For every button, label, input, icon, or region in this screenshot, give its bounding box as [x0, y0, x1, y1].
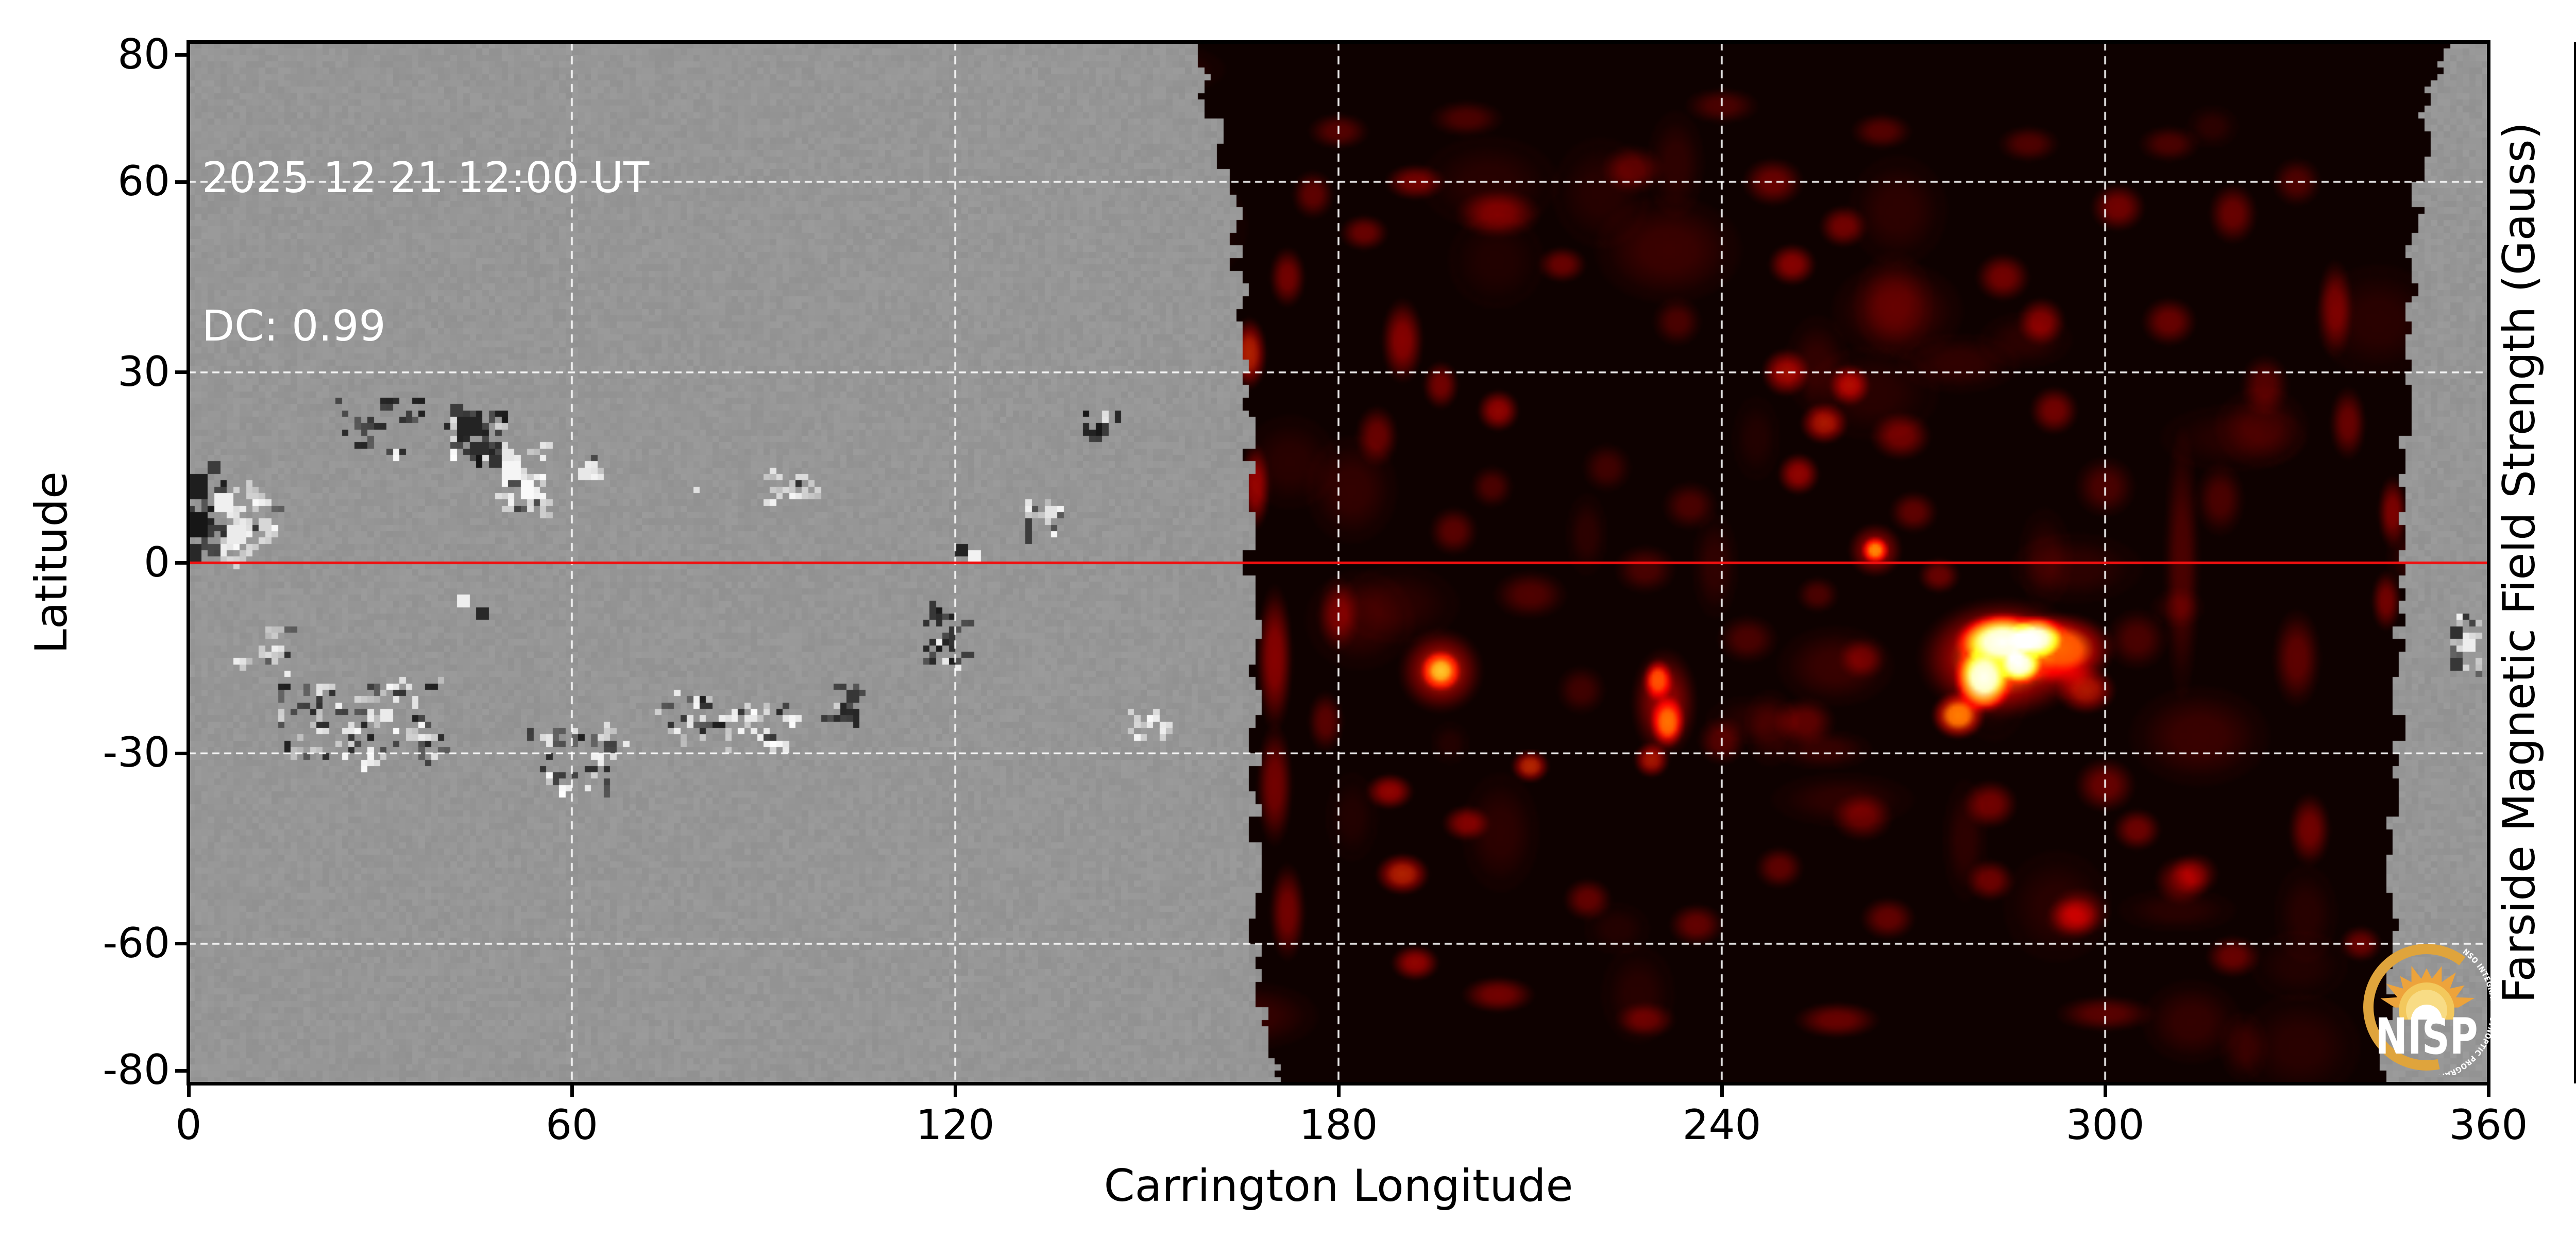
x-tick-label: 300	[2065, 1101, 2145, 1149]
x-tick-label: 0	[175, 1101, 202, 1149]
x-axis-label: Carrington Longitude	[1104, 1160, 1573, 1212]
x-tick-mark	[2103, 1083, 2107, 1097]
duty-cycle-value: DC: 0.99	[202, 302, 386, 351]
observation-annotation: 2025 12 21 12:00 UT DC: 0.99	[202, 55, 649, 450]
observation-datetime: 2025 12 21 12:00 UT	[202, 154, 650, 202]
x-tick-label: 240	[1682, 1101, 1761, 1149]
y-tick-mark	[175, 561, 189, 565]
y-tick-mark	[175, 751, 189, 755]
y-tick-label: -60	[103, 919, 170, 967]
magnetogram-map-canvas	[189, 42, 2488, 1083]
x-tick-label: 120	[916, 1101, 995, 1149]
x-tick-label: 360	[2449, 1101, 2528, 1149]
y-tick-mark	[175, 53, 189, 57]
x-tick-mark	[187, 1083, 191, 1097]
x-tick-mark	[953, 1083, 957, 1097]
y-tick-label: 30	[117, 347, 170, 396]
x-tick-mark	[1336, 1083, 1341, 1097]
x-tick-mark	[2486, 1083, 2490, 1097]
y-tick-mark	[175, 370, 189, 375]
y-tick-label: -30	[103, 728, 170, 777]
farside-colorbar	[2574, 42, 2576, 1083]
y-tick-label: 0	[144, 538, 170, 586]
y-tick-label: 80	[117, 30, 170, 78]
nisp-logo: NSO INTEGRATED SYNOPTIC PROGRAM NISP	[2363, 944, 2495, 1075]
y-axis-label: Latitude	[26, 471, 77, 654]
y-tick-mark	[175, 180, 189, 184]
y-tick-label: -80	[103, 1046, 170, 1094]
nisp-acronym-text: NISP	[2375, 1008, 2478, 1066]
x-tick-mark	[570, 1083, 574, 1097]
y-tick-label: 60	[117, 157, 170, 206]
sun-dome-icon	[2411, 1005, 2442, 1020]
y-tick-mark	[175, 942, 189, 946]
nisp-logo-ring	[2363, 944, 2490, 1071]
x-tick-label: 60	[546, 1101, 598, 1149]
x-tick-label: 180	[1299, 1101, 1378, 1149]
x-tick-mark	[1720, 1083, 1724, 1097]
farside-colorbar-label: Farside Magnetic Field Strength (Gauss)	[2494, 122, 2545, 1004]
y-tick-mark	[175, 1069, 189, 1073]
